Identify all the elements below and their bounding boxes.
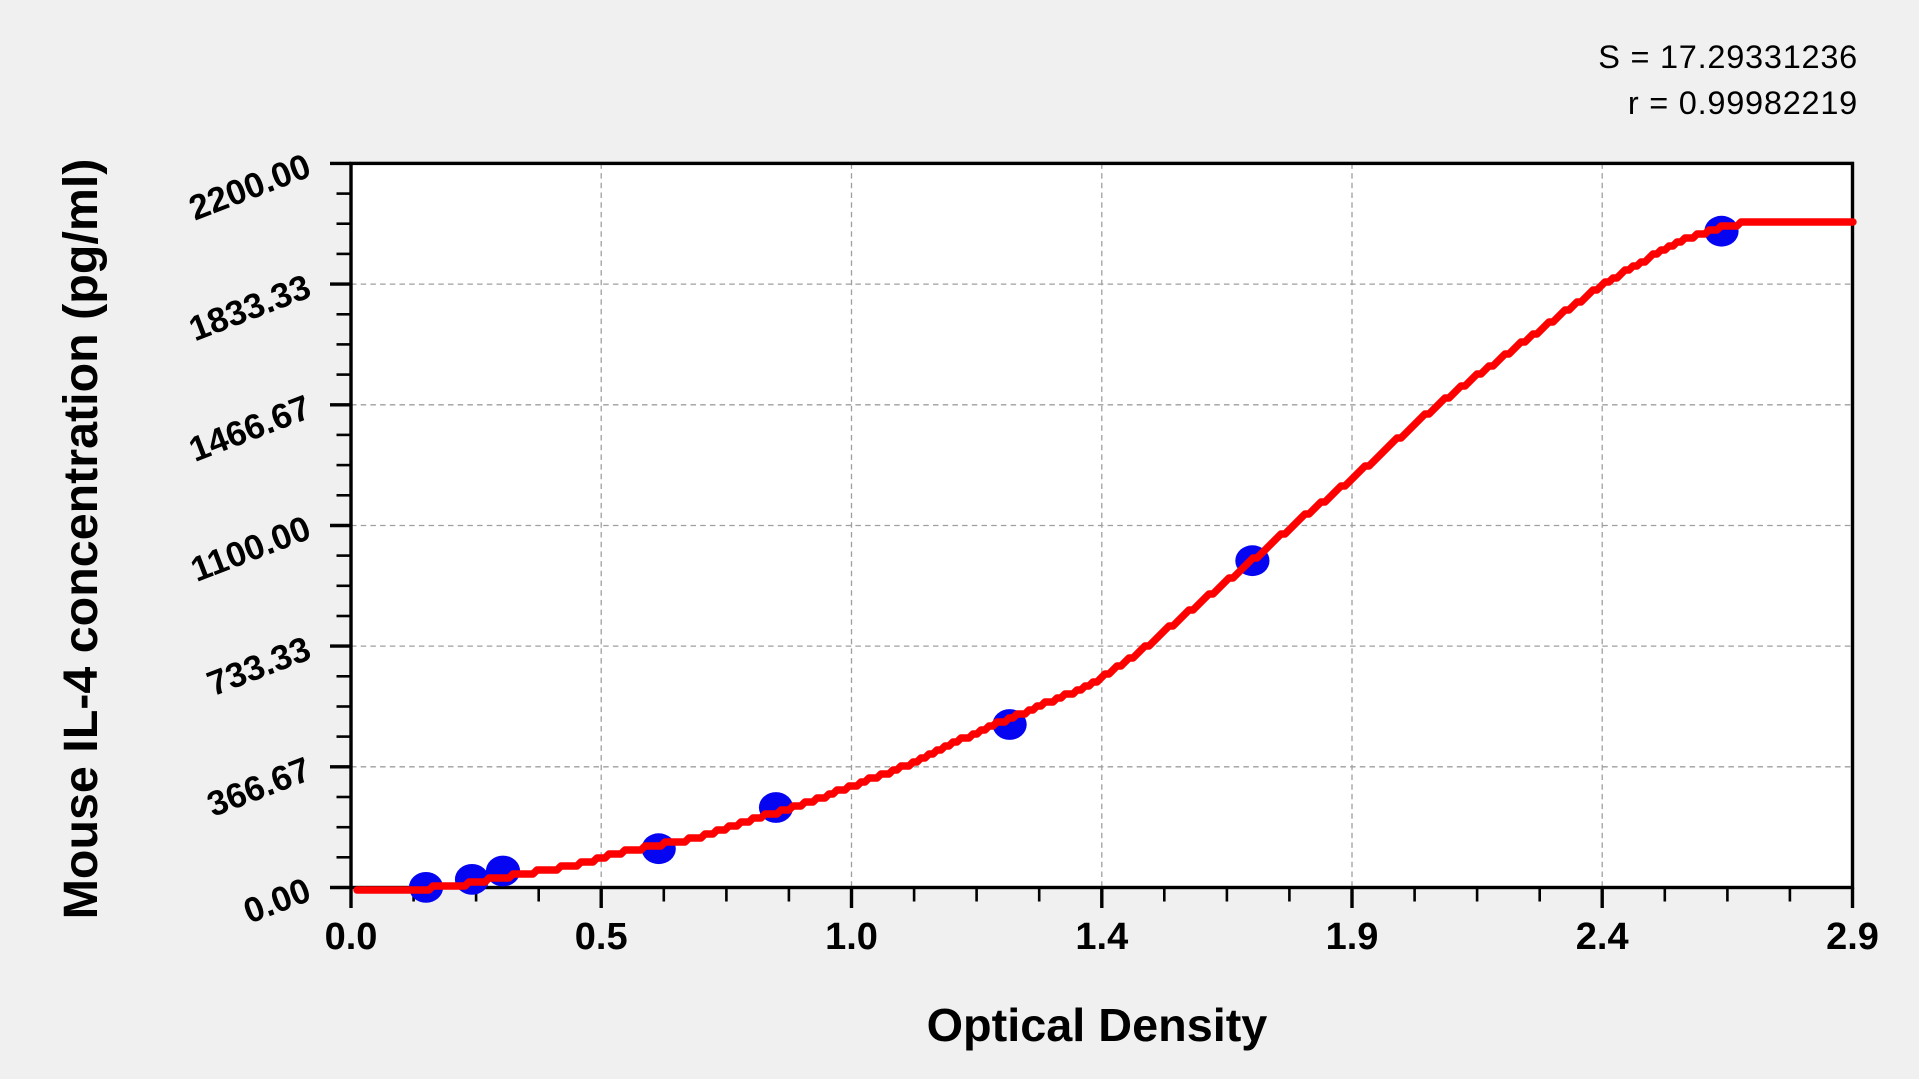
svg-text:0.5: 0.5 [575, 916, 628, 958]
svg-text:r = 0.99982219: r = 0.99982219 [1628, 85, 1858, 121]
svg-text:2.4: 2.4 [1576, 916, 1629, 958]
svg-text:Mouse IL-4 concentration (pg/: Mouse IL-4 concentration (pg/ml) [54, 159, 108, 920]
svg-text:1.9: 1.9 [1326, 916, 1379, 958]
svg-text:1.4: 1.4 [1075, 916, 1128, 958]
svg-text:0.0: 0.0 [325, 916, 378, 958]
svg-text:Optical Density: Optical Density [927, 999, 1268, 1051]
svg-text:1.0: 1.0 [825, 916, 878, 958]
svg-text:2.9: 2.9 [1826, 916, 1879, 958]
svg-text:S = 17.29331236: S = 17.29331236 [1598, 39, 1858, 75]
